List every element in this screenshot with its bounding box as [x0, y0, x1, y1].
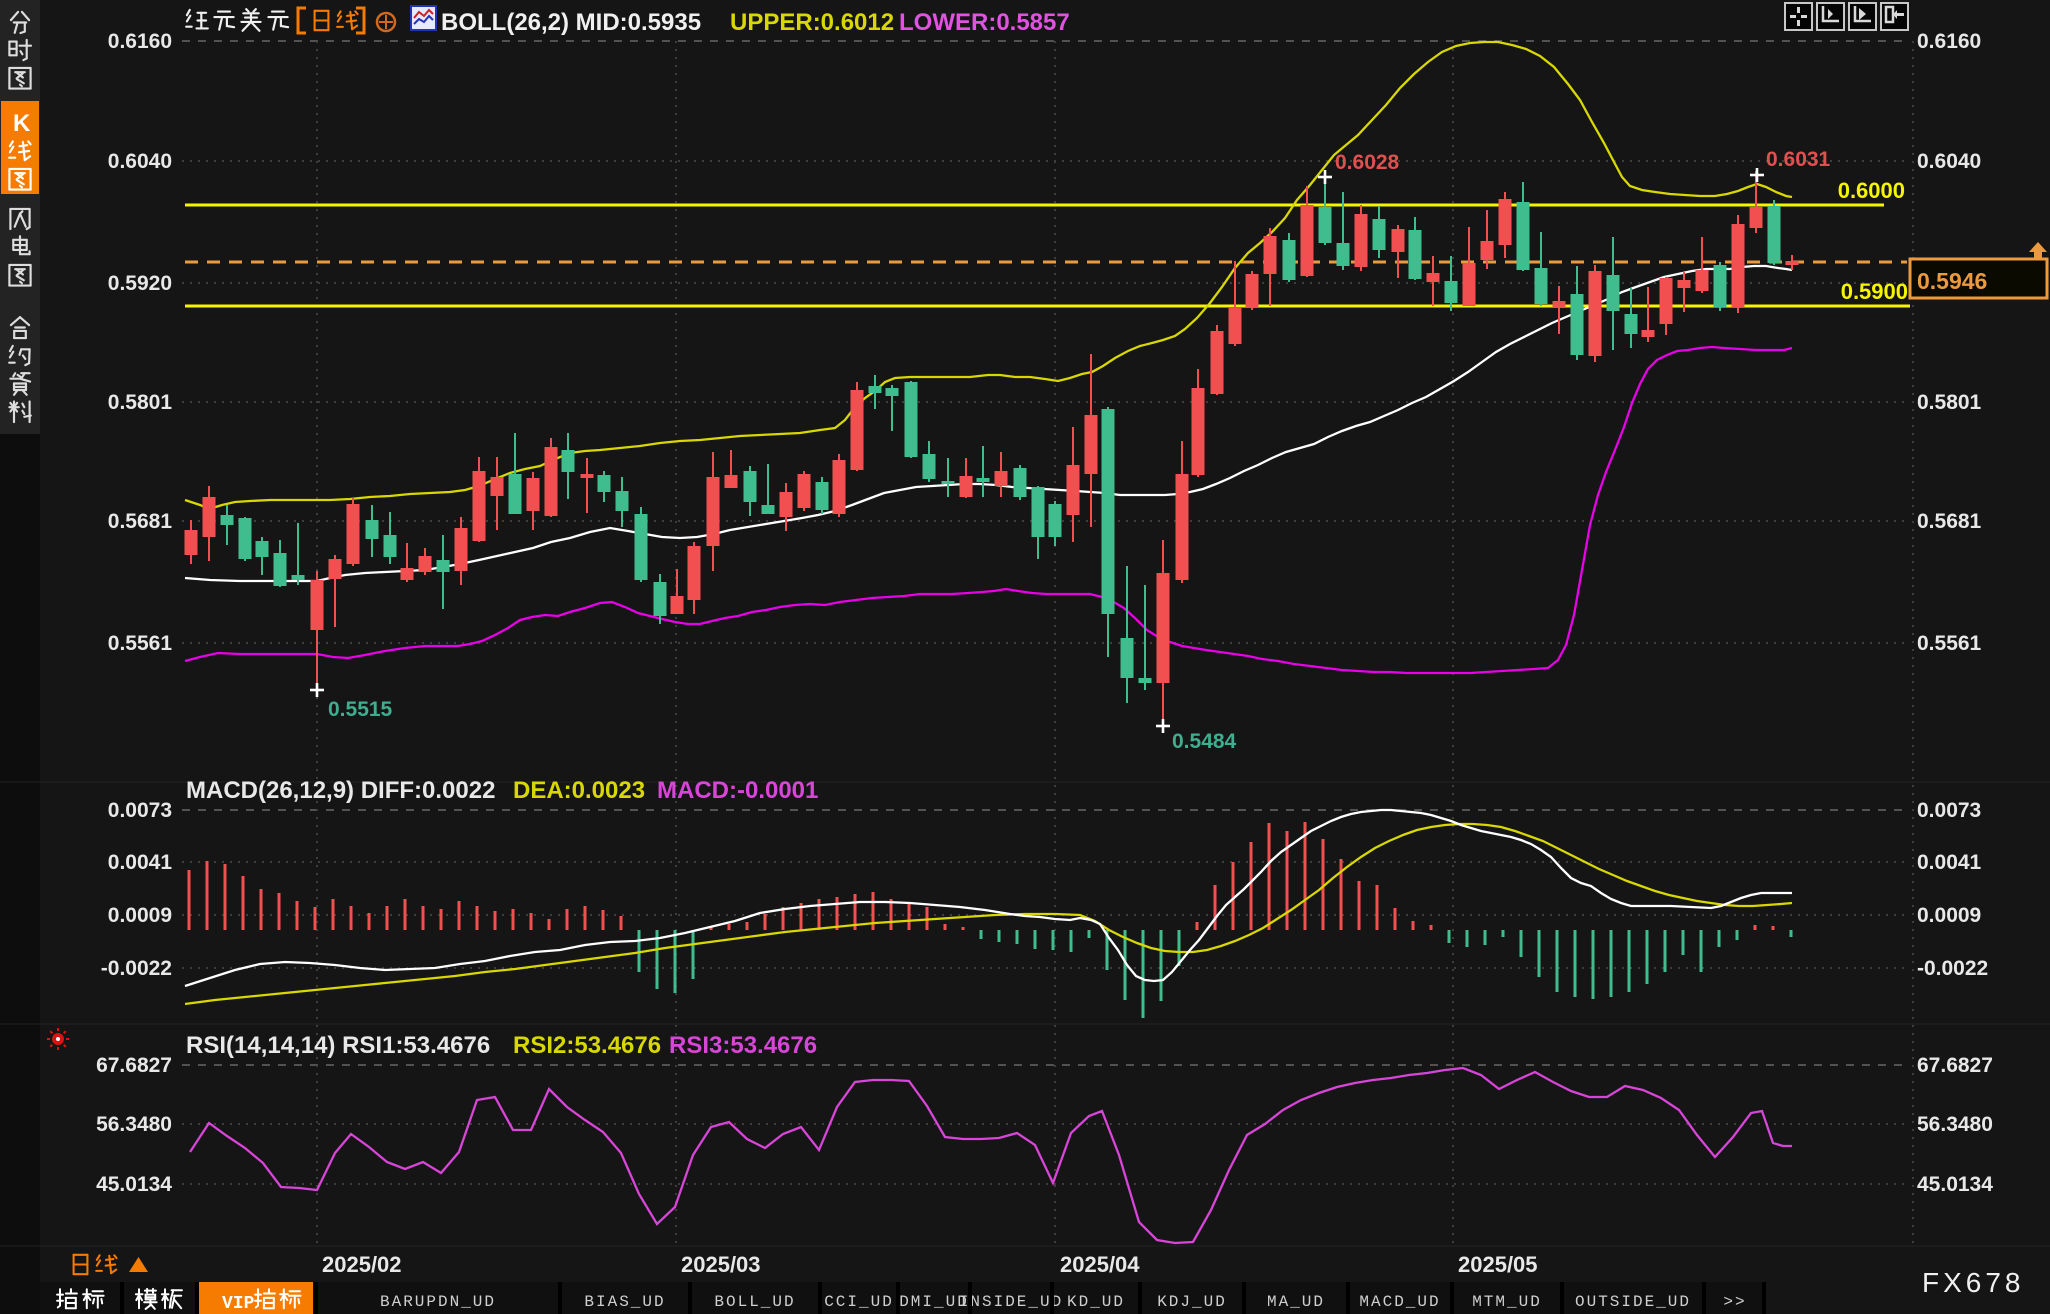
svg-text:67.6827: 67.6827: [1917, 1054, 1993, 1077]
svg-text:0.6160: 0.6160: [108, 30, 172, 53]
svg-text:K: K: [13, 110, 31, 137]
svg-text:0.0009: 0.0009: [1917, 904, 1981, 927]
svg-text:>>: >>: [1723, 1293, 1746, 1311]
svg-text:0.6040: 0.6040: [108, 150, 172, 173]
svg-text:BARUPDN_UD: BARUPDN_UD: [380, 1293, 496, 1311]
svg-text:67.6827: 67.6827: [96, 1054, 172, 1077]
svg-text:BIAS_UD: BIAS_UD: [584, 1293, 665, 1311]
svg-text:0.0073: 0.0073: [1917, 799, 1981, 822]
svg-text:MACD_UD: MACD_UD: [1359, 1293, 1440, 1311]
svg-text:MTM_UD: MTM_UD: [1472, 1293, 1542, 1311]
svg-text:0.5681: 0.5681: [108, 510, 173, 533]
svg-text:LOWER:0.5857: LOWER:0.5857: [899, 9, 1070, 36]
svg-text:2025/04: 2025/04: [1060, 1252, 1140, 1277]
svg-text:BOLL(26,2) MID:0.5935: BOLL(26,2) MID:0.5935: [441, 9, 701, 36]
svg-text:0.0041: 0.0041: [108, 851, 173, 874]
svg-text:UPPER:0.6012: UPPER:0.6012: [730, 9, 894, 36]
svg-text:FX678: FX678: [1922, 1267, 2025, 1298]
svg-text:0.6160: 0.6160: [1917, 30, 1981, 53]
svg-text:-0.0022: -0.0022: [1917, 957, 1988, 980]
svg-text:56.3480: 56.3480: [96, 1113, 172, 1136]
svg-text:RSI2:53.4676: RSI2:53.4676: [513, 1032, 661, 1059]
svg-text:0.5561: 0.5561: [108, 632, 173, 655]
svg-text:-0.0022: -0.0022: [101, 957, 172, 980]
svg-text:45.0134: 45.0134: [96, 1173, 172, 1196]
svg-text:RSI(14,14,14) RSI1:53.4676: RSI(14,14,14) RSI1:53.4676: [186, 1032, 490, 1059]
svg-text:DMI_UD: DMI_UD: [899, 1293, 969, 1311]
svg-text:0.6031: 0.6031: [1766, 148, 1831, 171]
svg-text:56.3480: 56.3480: [1917, 1113, 1993, 1136]
svg-text:0.5681: 0.5681: [1917, 510, 1982, 533]
svg-text:0.5515: 0.5515: [328, 698, 393, 721]
svg-text:2025/05: 2025/05: [1458, 1252, 1538, 1277]
svg-text:0.5484: 0.5484: [1172, 730, 1237, 753]
svg-text:CCI_UD: CCI_UD: [824, 1293, 894, 1311]
svg-text:0.0041: 0.0041: [1917, 851, 1982, 874]
svg-text:MACD:-0.0001: MACD:-0.0001: [657, 777, 818, 804]
svg-text:OUTSIDE_UD: OUTSIDE_UD: [1575, 1293, 1691, 1311]
svg-text:0.6028: 0.6028: [1335, 151, 1400, 174]
svg-text:0.5801: 0.5801: [1917, 391, 1982, 414]
svg-text:MA_UD: MA_UD: [1267, 1293, 1325, 1311]
svg-text:0.0073: 0.0073: [108, 799, 172, 822]
svg-text:KDJ_UD: KDJ_UD: [1157, 1293, 1227, 1311]
svg-text:RSI3:53.4676: RSI3:53.4676: [669, 1032, 817, 1059]
svg-text:DEA:0.0023: DEA:0.0023: [513, 777, 645, 804]
svg-text:0.5900: 0.5900: [1841, 279, 1908, 304]
svg-text:INSIDE_UD: INSIDE_UD: [959, 1293, 1063, 1311]
svg-text:0.6000: 0.6000: [1838, 178, 1905, 203]
svg-text:KD_UD: KD_UD: [1067, 1293, 1125, 1311]
svg-text:0.5561: 0.5561: [1917, 632, 1982, 655]
svg-text:45.0134: 45.0134: [1917, 1173, 1993, 1196]
svg-text:MACD(26,12,9) DIFF:0.0022: MACD(26,12,9) DIFF:0.0022: [186, 777, 495, 804]
svg-text:0.6040: 0.6040: [1917, 150, 1981, 173]
svg-text:2025/03: 2025/03: [681, 1252, 761, 1277]
svg-text:0.0009: 0.0009: [108, 904, 172, 927]
svg-text:0.5920: 0.5920: [108, 272, 172, 295]
svg-text:2025/02: 2025/02: [322, 1252, 402, 1277]
svg-text:0.5801: 0.5801: [108, 391, 173, 414]
svg-text:VIP: VIP: [222, 1294, 255, 1314]
svg-text:0.5946: 0.5946: [1917, 268, 1987, 294]
svg-text:BOLL_UD: BOLL_UD: [714, 1293, 795, 1311]
